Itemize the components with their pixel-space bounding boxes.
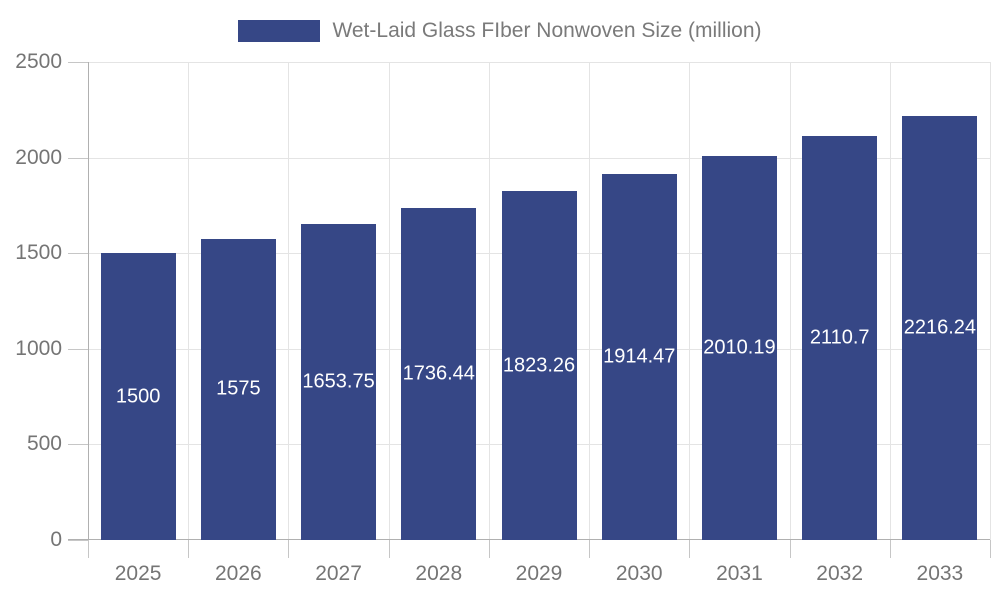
y-axis-tick-label: 1000 [15,336,62,360]
x-axis-tick-mark [88,540,89,558]
bar-value-label: 1914.47 [603,345,676,368]
bar-2029[interactable] [501,191,577,540]
gridline-vertical [990,62,991,540]
bar-value-label: 2010.19 [703,336,776,359]
x-axis-tick-label: 2030 [615,562,663,585]
y-axis-tick-label: 2000 [15,145,62,169]
bar-value-label: 1823.26 [502,354,576,377]
bar-2030[interactable] [601,173,677,540]
x-axis-tick-label: 2027 [315,562,362,585]
x-axis-tick-label: 2033 [916,562,964,585]
gridline-vertical [889,62,891,540]
y-axis-tick-mark [68,253,88,255]
gridline-vertical [288,62,290,540]
bar-value-label: 1500 [115,385,161,408]
bar-2031[interactable] [701,155,777,540]
legend-label[interactable]: Wet-Laid Glass FIber Nonwoven Size (mill… [332,19,762,42]
gridline-vertical [689,62,691,540]
bar-2027[interactable] [301,223,377,540]
x-axis-tick-mark [488,540,490,558]
x-axis-tick-mark [789,540,791,558]
bar-2026[interactable] [200,238,276,540]
y-axis-tick-mark [68,62,88,63]
y-axis-tick-label: 2500 [15,50,62,73]
gridline-horizontal [88,157,990,159]
bar-value-label: 1736.44 [402,362,475,385]
y-axis-tick-label: 1500 [15,241,62,265]
bar-value-label: 2216.24 [903,316,977,339]
gridline-vertical [488,62,490,540]
y-axis-line [88,62,89,540]
x-axis-tick-label: 2026 [214,562,262,585]
y-axis-tick-label: 500 [26,432,62,456]
y-axis-tick-label: 0 [50,528,62,551]
bar-value-label: 1575 [216,377,261,400]
y-axis-tick-mark [68,348,88,350]
x-axis-tick-mark [889,540,891,558]
gridline-vertical [589,62,591,540]
x-axis-tick-label: 2025 [114,562,162,585]
bar-2025[interactable] [100,253,176,540]
x-axis-tick-label: 2031 [716,562,763,585]
bar-2032[interactable] [802,136,878,540]
bar-value-label: 1653.75 [302,370,375,393]
gridline-vertical [188,62,190,540]
x-axis-tick-mark [388,540,390,558]
x-axis-tick-mark [990,540,991,558]
plot-area: 0 500 1000 1500 2000 2500 1500 2025 1575 2026 1653… [15,50,991,585]
bar-2028[interactable] [401,207,477,540]
y-axis-tick-mark [68,444,88,446]
gridline-vertical [789,62,791,540]
legend-swatch[interactable] [238,19,321,42]
bar-value-label: 2110.7 [809,326,870,349]
x-axis-tick-mark [188,540,190,558]
x-axis-tick-mark [689,540,691,558]
y-axis-tick-mark [68,540,88,541]
gridline-horizontal [88,62,990,63]
x-axis-tick-label: 2029 [515,562,563,585]
x-axis-tick-mark [288,540,290,558]
gridline-vertical [388,62,390,540]
x-axis-tick-mark [589,540,591,558]
x-axis-tick-label: 2032 [816,562,864,585]
y-axis-tick-mark [68,157,88,159]
bar-2033[interactable] [902,116,978,540]
x-axis-tick-label: 2028 [415,562,463,585]
chart-legend: Wet-Laid Glass FIber Nonwoven Size (mill… [0,18,1000,43]
